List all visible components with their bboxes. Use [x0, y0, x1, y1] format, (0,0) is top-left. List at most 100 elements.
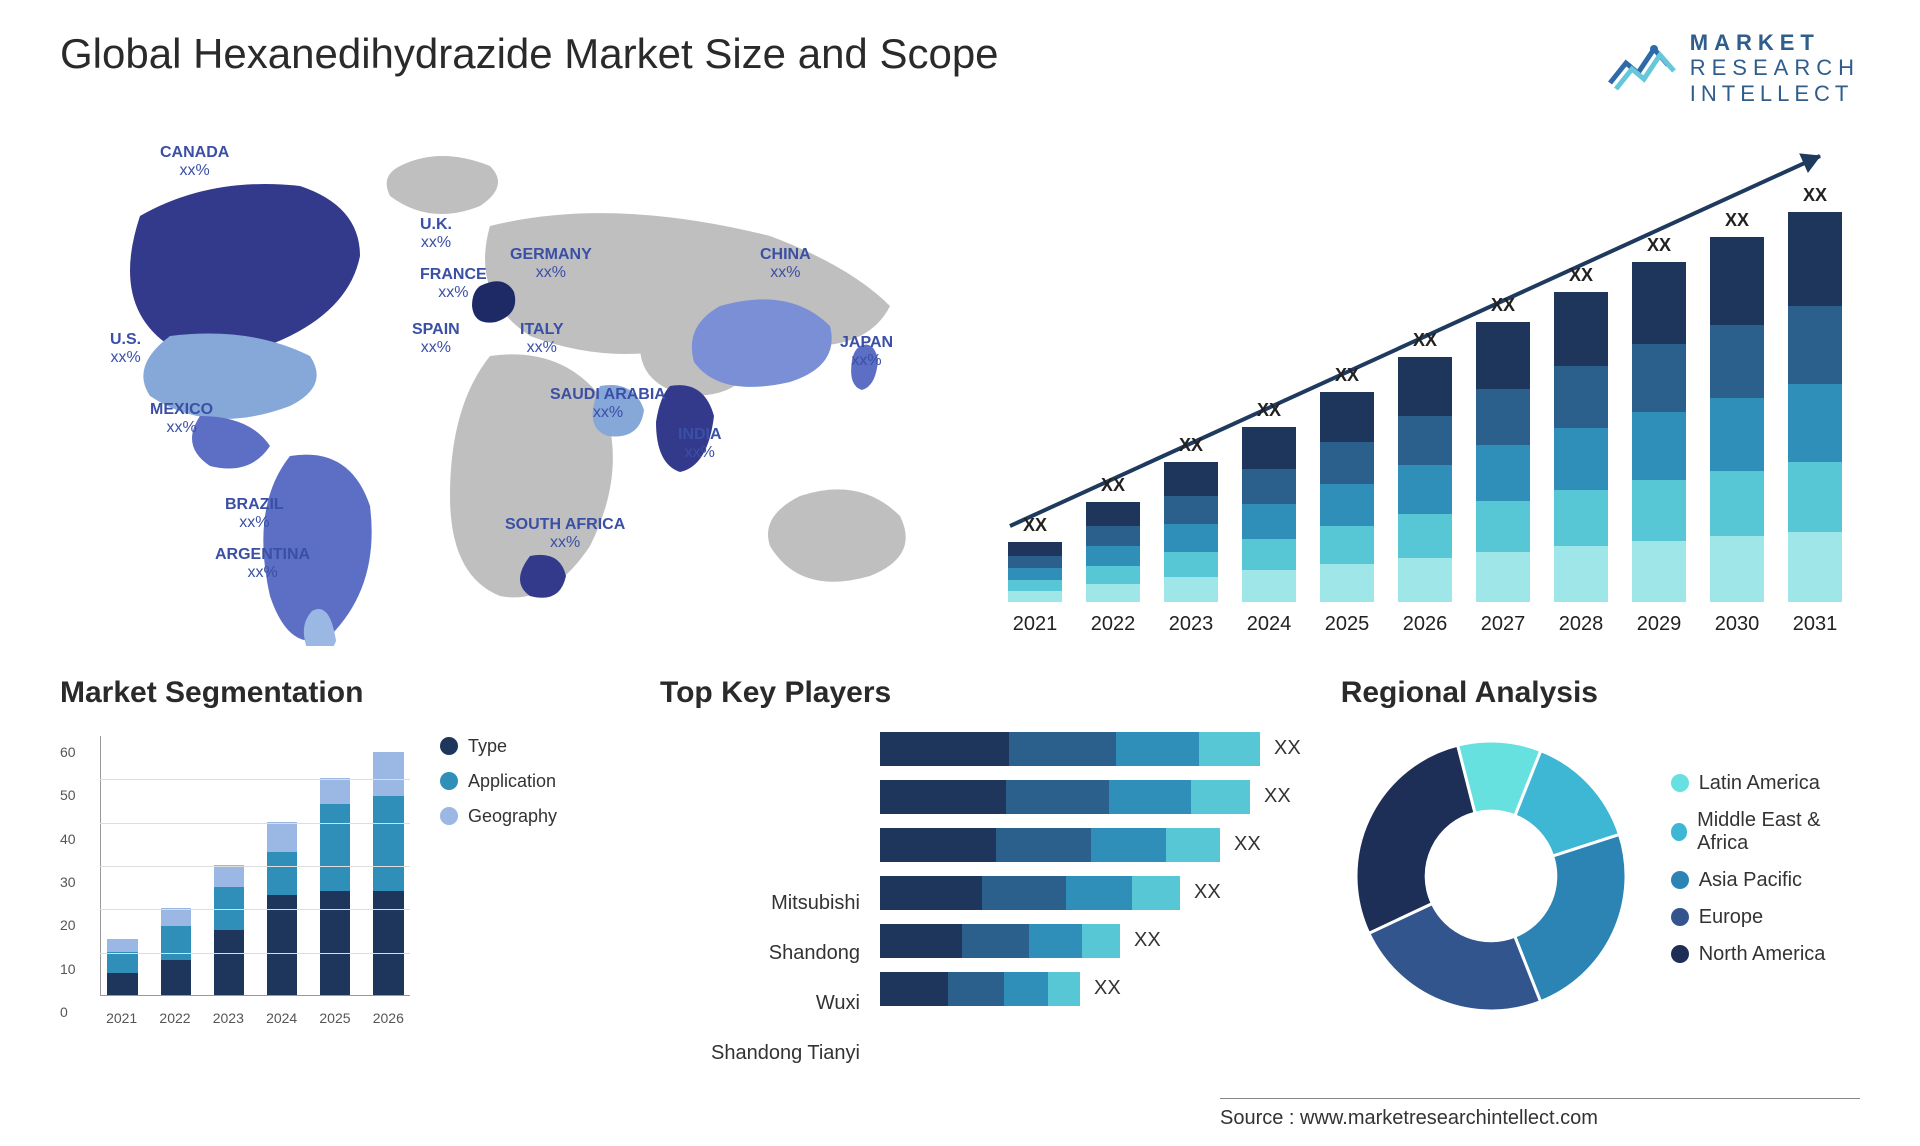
growth-bar-segment [1086, 526, 1141, 546]
growth-bar-segment [1476, 501, 1531, 551]
growth-bar-segment [1476, 322, 1531, 389]
seg-ytick: 10 [60, 961, 76, 977]
growth-bar-segment [1632, 412, 1687, 480]
player-bar-segment [1091, 828, 1166, 862]
seg-gridline [100, 779, 410, 780]
seg-gridline [100, 909, 410, 910]
legend-label: Asia Pacific [1699, 869, 1802, 892]
growth-xlabel: 2028 [1546, 613, 1616, 636]
player-bar-segment [982, 876, 1066, 910]
growth-xlabel: 2023 [1156, 613, 1226, 636]
map-label-south-africa: SOUTH AFRICAxx% [505, 516, 625, 553]
growth-xlabel: 2030 [1702, 613, 1772, 636]
legend-label: Type [468, 736, 507, 757]
growth-bar-segment [1242, 469, 1297, 504]
seg-xlabel: 2021 [100, 1010, 143, 1026]
growth-bar-value: XX [1179, 435, 1203, 456]
growth-bar-segment [1476, 389, 1531, 445]
growth-bar-segment [1242, 427, 1297, 469]
players-title: Top Key Players [660, 676, 1301, 710]
player-bar-segment [1109, 780, 1190, 814]
player-row: XX [880, 876, 1301, 910]
player-bar-segment [880, 828, 996, 862]
legend-label: Latin America [1699, 772, 1820, 795]
growth-bar-segment [1476, 552, 1531, 602]
player-bar-segment [1191, 780, 1250, 814]
growth-bar-segment [1476, 445, 1531, 501]
growth-bar-2022: XX [1078, 475, 1148, 602]
legend-swatch-icon [440, 737, 458, 755]
player-label: Shandong Tianyi [660, 1036, 860, 1070]
seg-bar-2021 [101, 939, 144, 995]
player-label: Shandong [660, 936, 860, 970]
growth-bar-segment [1008, 591, 1063, 602]
seg-bar-2023 [207, 865, 250, 995]
growth-bar-2026: XX [1390, 330, 1460, 602]
seg-bar-segment [214, 930, 244, 995]
player-bar-segment [1116, 732, 1200, 766]
map-label-germany: GERMANYxx% [510, 246, 592, 283]
regional-legend: Latin America Middle East & Africa Asia Pa… [1671, 772, 1860, 980]
legend-swatch-icon [440, 772, 458, 790]
map-label-u-k-: U.K.xx% [420, 216, 452, 253]
growth-bar-segment [1242, 504, 1297, 539]
growth-bar-value: XX [1023, 515, 1047, 536]
legend-label: Europe [1699, 906, 1764, 929]
growth-bar-2025: XX [1312, 365, 1382, 602]
player-bar-segment [996, 828, 1091, 862]
seg-bar-segment [267, 822, 297, 852]
growth-bar-segment [1164, 462, 1219, 496]
seg-bar-segment [107, 939, 137, 952]
growth-bar-segment [1320, 392, 1375, 442]
player-bar-segment [880, 924, 962, 958]
growth-bar-segment [1710, 398, 1765, 471]
seg-ytick: 40 [60, 831, 76, 847]
map-label-argentina: ARGENTINAxx% [215, 546, 310, 583]
player-value: XX [1134, 929, 1161, 952]
legend-label: Middle East & Africa [1697, 809, 1860, 855]
player-bar-segment [1048, 972, 1080, 1006]
legend-swatch-icon [1671, 871, 1689, 889]
growth-chart-panel: XXXXXXXXXXXXXXXXXXXXXX 20212022202320242… [980, 126, 1860, 646]
growth-xlabel: 2031 [1780, 613, 1850, 636]
growth-bar-value: XX [1725, 210, 1749, 231]
map-label-canada: CANADAxx% [160, 144, 229, 181]
growth-bar-segment [1320, 442, 1375, 484]
growth-bar-segment [1164, 496, 1219, 524]
seg-legend-item: Type [440, 736, 620, 757]
growth-bar-segment [1632, 262, 1687, 344]
growth-bar-segment [1086, 584, 1141, 602]
seg-bar-segment [161, 960, 191, 995]
growth-xlabel: 2026 [1390, 613, 1460, 636]
seg-xlabel: 2024 [260, 1010, 303, 1026]
player-value: XX [1274, 737, 1301, 760]
player-bar-segment [1066, 876, 1132, 910]
growth-bar-segment [1710, 237, 1765, 325]
growth-bar-2028: XX [1546, 265, 1616, 602]
growth-bar-segment [1398, 558, 1453, 602]
seg-gridline [100, 866, 410, 867]
growth-bar-2023: XX [1156, 435, 1226, 602]
growth-bar-segment [1008, 542, 1063, 556]
player-value: XX [1194, 881, 1221, 904]
segmentation-title: Market Segmentation [60, 676, 620, 710]
growth-bar-segment [1554, 428, 1609, 490]
growth-bar-segment [1086, 546, 1141, 566]
map-label-italy: ITALYxx% [520, 321, 564, 358]
growth-bar-value: XX [1335, 365, 1359, 386]
growth-bar-segment [1632, 480, 1687, 541]
seg-bar-segment [214, 887, 244, 930]
player-bar-segment [1132, 876, 1180, 910]
growth-bar-segment [1788, 532, 1843, 602]
seg-xlabel: 2023 [207, 1010, 250, 1026]
map-label-japan: JAPANxx% [840, 334, 893, 371]
player-bar-segment [1166, 828, 1220, 862]
growth-bar-2021: XX [1000, 515, 1070, 602]
player-bar-segment [1082, 924, 1120, 958]
logo-line1: MARKET [1690, 30, 1860, 55]
growth-bar-segment [1710, 325, 1765, 398]
seg-ytick: 50 [60, 787, 76, 803]
seg-bar-segment [267, 852, 297, 895]
map-label-brazil: BRAZILxx% [225, 496, 284, 533]
player-label: Wuxi [660, 986, 860, 1020]
